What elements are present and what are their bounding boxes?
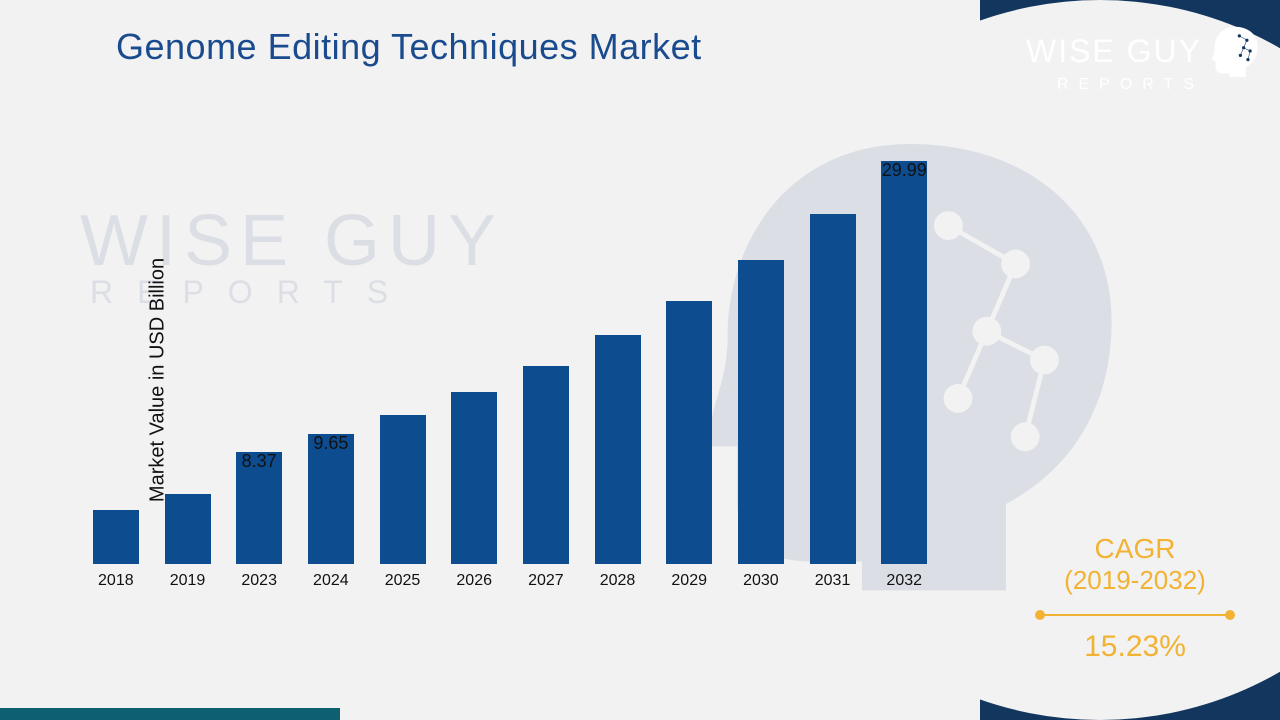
sidebar-content: WISE GUY: [980, 0, 1280, 720]
bar-chart: Market Value in USD Billion 201820198.37…: [70, 130, 940, 630]
bar: [595, 335, 641, 564]
x-axis-tick-label: 2025: [385, 572, 421, 590]
report-canvas: WISE GUY REPORTS Genome Editing Techniqu…: [0, 0, 1280, 720]
logo-main-row: WISE GUY: [1026, 24, 1262, 78]
bar: [738, 260, 784, 564]
bar-column: 2030: [735, 160, 787, 590]
bar: [810, 214, 856, 564]
bar-column: 2027: [520, 160, 572, 590]
bar: [93, 510, 139, 564]
bar-column: 8.37 2023: [233, 160, 285, 590]
bar-column: 2031: [807, 160, 859, 590]
brand-logo: WISE GUY: [1026, 24, 1262, 94]
bar-column: 9.65 2024: [305, 160, 357, 590]
cagr-period: (2019-2032): [1020, 565, 1250, 596]
x-axis-tick-label: 2019: [170, 572, 206, 590]
bar: [666, 301, 712, 565]
logo-text-sub: REPORTS: [1026, 76, 1262, 94]
x-axis-tick-label: 2029: [671, 572, 707, 590]
bar: [523, 366, 569, 564]
bar-column: 2029: [663, 160, 715, 590]
cagr-value: 15.23%: [1020, 630, 1250, 664]
logo-text-main: WISE GUY: [1026, 33, 1202, 70]
bar: [380, 415, 426, 564]
x-axis-tick-label: 2018: [98, 572, 134, 590]
x-axis-tick-label: 2027: [528, 572, 564, 590]
bar-value-label: 8.37: [242, 451, 277, 472]
x-axis-tick-label: 2031: [815, 572, 851, 590]
bar-column: 2019: [162, 160, 214, 590]
bar: [165, 494, 211, 564]
logo-head-icon: [1208, 24, 1262, 78]
x-axis-tick-label: 2024: [313, 572, 349, 590]
x-axis-tick-label: 2030: [743, 572, 779, 590]
cagr-block: CAGR (2019-2032) 15.23%: [1020, 533, 1250, 664]
bar-value-label: 29.99: [882, 160, 927, 181]
bar-column: 2028: [592, 160, 644, 590]
chart-title: Genome Editing Techniques Market: [116, 26, 702, 68]
footer-accent-bar: [0, 708, 340, 720]
bar: [451, 392, 497, 564]
plot-area: 2018 2019 8.37 2023 9.65 2024 2025 2026 2027 2028…: [90, 160, 930, 590]
bar: [881, 161, 927, 564]
x-axis-tick-label: 2026: [456, 572, 492, 590]
bar-value-label: 9.65: [313, 433, 348, 454]
x-axis-tick-label: 2032: [886, 572, 922, 590]
x-axis-tick-label: 2023: [241, 572, 277, 590]
bar-column: 2018: [90, 160, 142, 590]
bar-column: 29.99 2032: [878, 160, 930, 590]
x-axis-tick-label: 2028: [600, 572, 636, 590]
cagr-divider: [1040, 614, 1230, 616]
bar-column: 2026: [448, 160, 500, 590]
cagr-label: CAGR: [1020, 533, 1250, 565]
bar-column: 2025: [377, 160, 429, 590]
